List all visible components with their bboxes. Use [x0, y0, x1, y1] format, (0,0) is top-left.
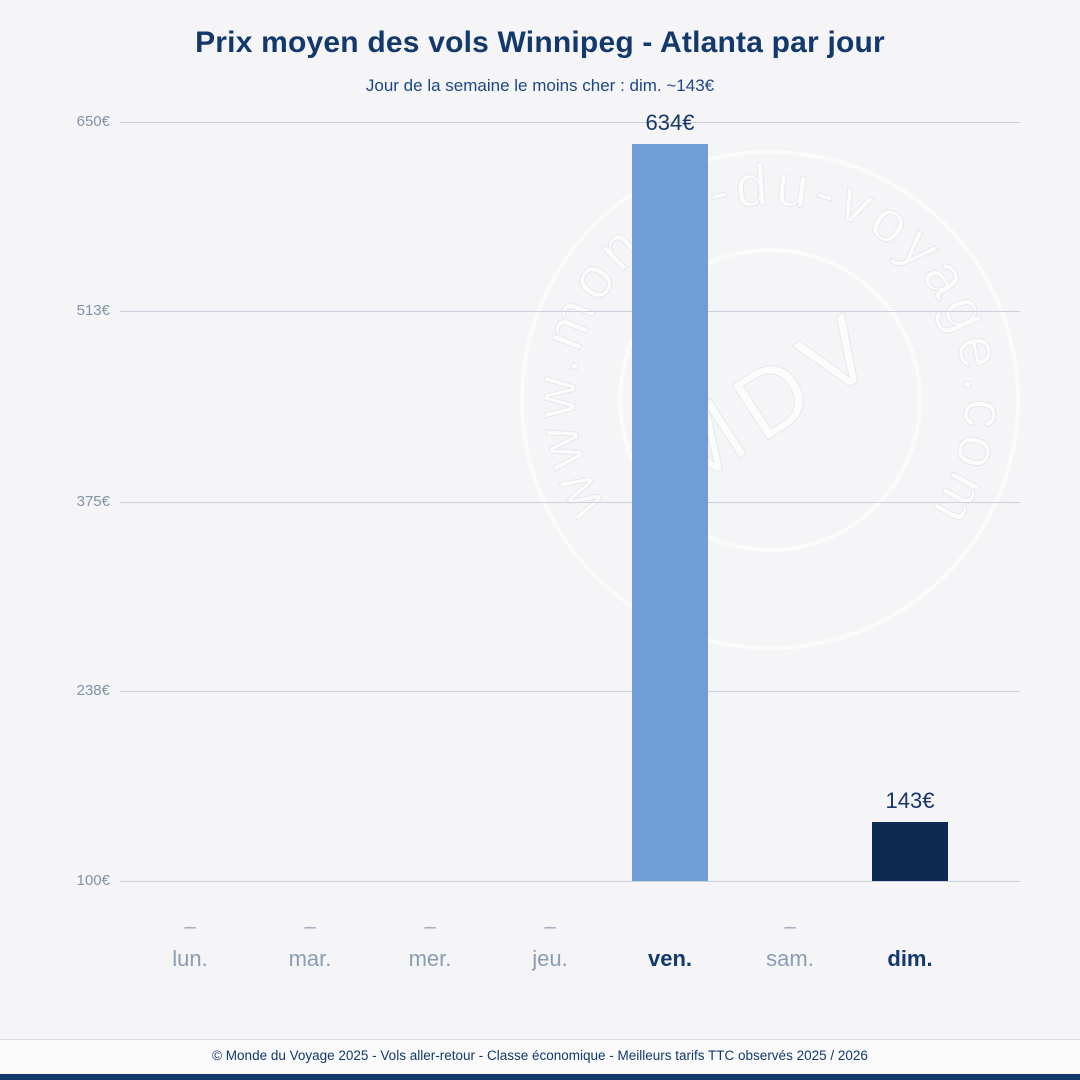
chart-title: Prix moyen des vols Winnipeg - Atlanta p… [195, 26, 885, 59]
no-data-marker: – [784, 916, 796, 938]
y-axis-tick-label: 513€ [76, 302, 110, 320]
gridline [120, 122, 1020, 123]
x-axis-label-ven: ven. [647, 946, 693, 971]
x-axis-label-lun: lun. [172, 946, 208, 971]
bar-ven [632, 144, 708, 881]
y-axis-tick-label: 650€ [76, 113, 110, 130]
x-axis-label-mer: mer. [408, 946, 452, 971]
x-axis-label-jeu: jeu. [532, 946, 568, 971]
x-axis-label-dim: dim. [887, 946, 933, 971]
bar-value-label-ven: 634€ [645, 110, 695, 136]
gridline [120, 690, 1020, 692]
x-axis-label-sam: sam. [766, 946, 814, 971]
copyright-text: © Monde du Voyage 2025 - Vols aller-reto… [212, 1048, 868, 1063]
gridline [120, 501, 1020, 503]
no-data-marker: – [424, 916, 436, 938]
no-data-marker: – [304, 916, 316, 938]
gridline [120, 311, 1020, 313]
bar-value-label-dim: 143€ [885, 787, 935, 813]
bar-dim [872, 821, 948, 881]
y-axis-tick-label: 238€ [76, 681, 110, 699]
no-data-marker: – [544, 916, 556, 938]
gridline [120, 881, 1020, 882]
chart-subtitle: Jour de la semaine le moins cher : dim. … [365, 76, 715, 95]
footer-accent-bar [0, 1074, 1080, 1080]
x-axis-label-mar: mar. [288, 946, 332, 971]
y-axis-tick-label: 100€ [76, 872, 110, 889]
footer: © Monde du Voyage 2025 - Vols aller-reto… [0, 1039, 1080, 1080]
no-data-marker: – [184, 916, 196, 938]
y-axis-tick-label: 375€ [76, 492, 110, 510]
